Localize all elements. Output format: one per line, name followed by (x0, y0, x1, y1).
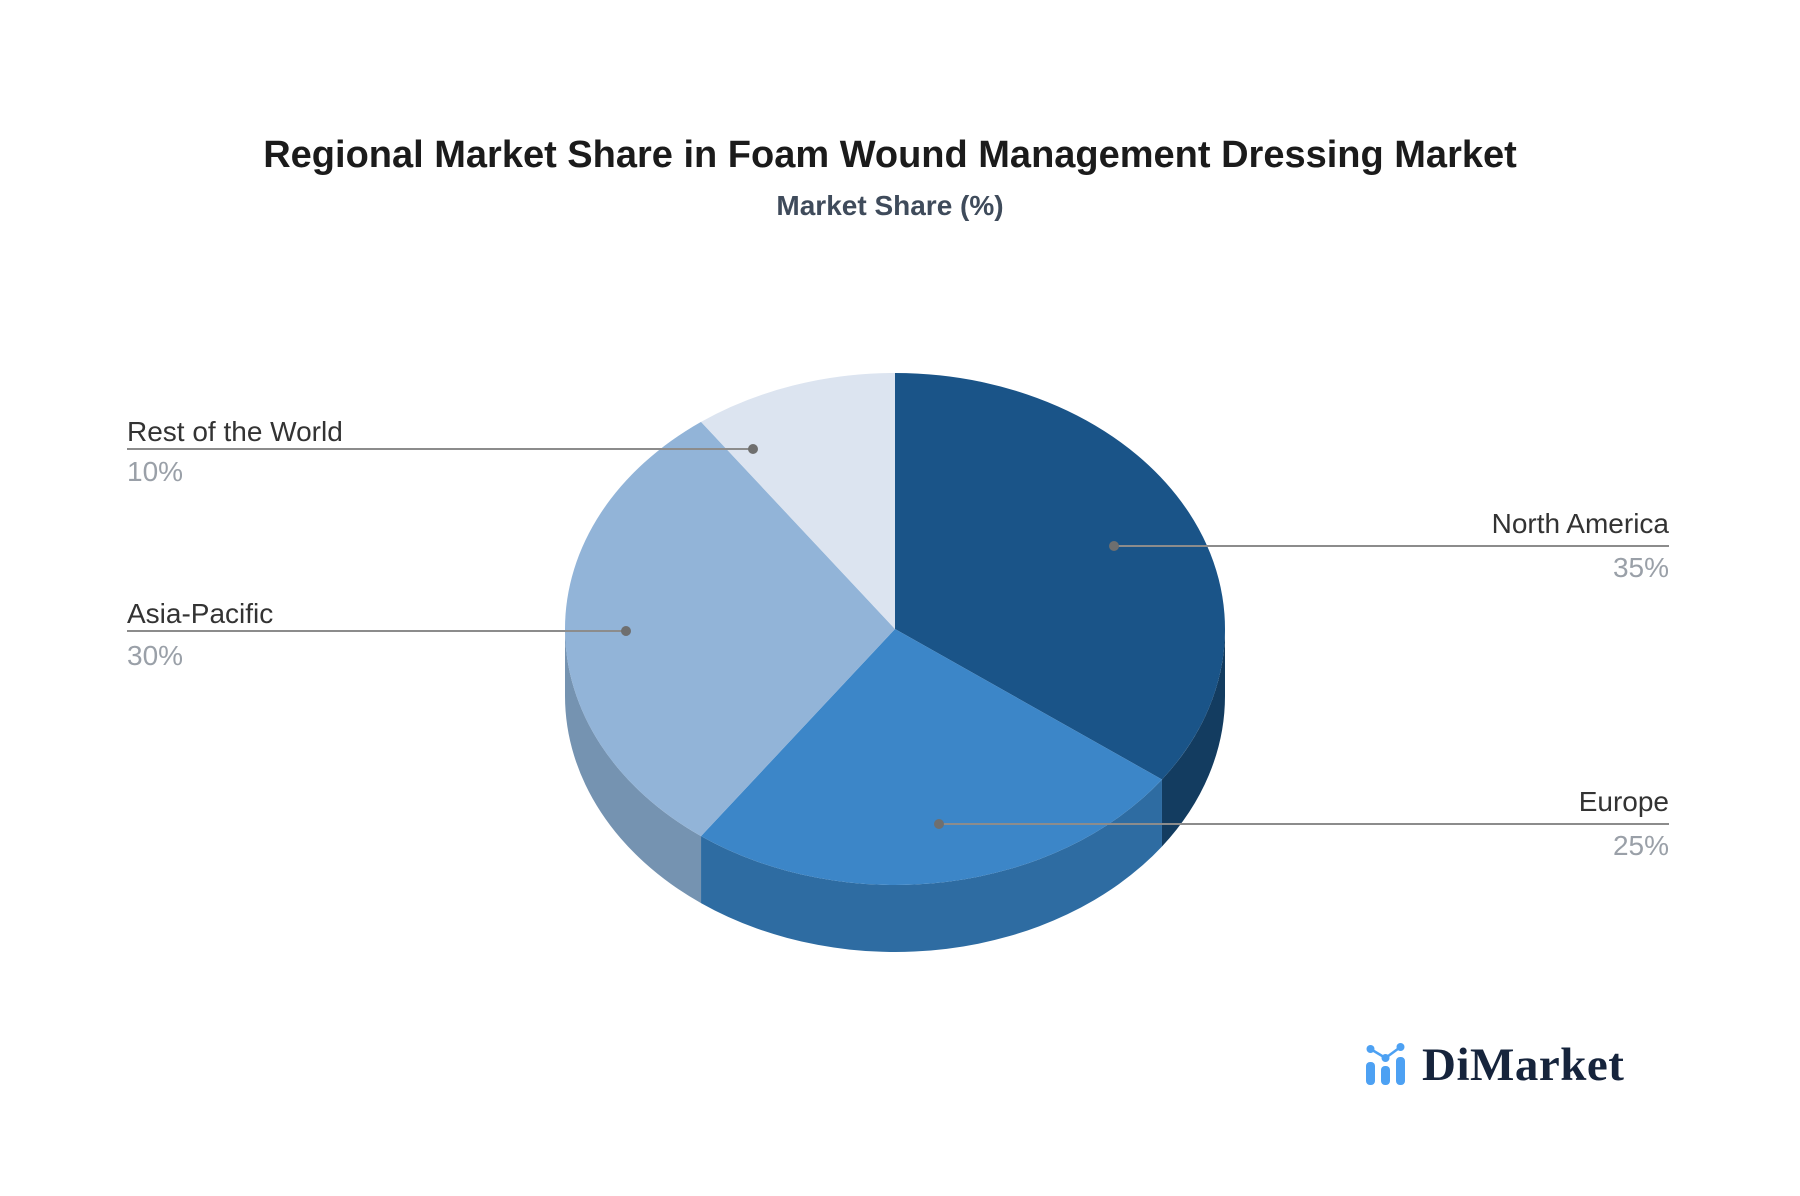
pie-slice-side-north-america (1161, 629, 1225, 847)
leader-dot-rest-of-the-world (748, 444, 758, 454)
slice-label-north-america: North America (1491, 508, 1669, 539)
chart-title: Regional Market Share in Foam Wound Mana… (263, 134, 1517, 176)
slice-value-europe: 25% (1612, 830, 1669, 861)
pie-slice-side-europe (701, 779, 1162, 953)
leader-dot-north-america (1109, 541, 1119, 551)
slice-label-europe: Europe (1578, 786, 1669, 817)
chart-subtitle: Market Share (%) (776, 190, 1004, 221)
pie-slice-north-america[interactable] (895, 373, 1226, 780)
slice-label-asia-pacific: Asia-Pacific (127, 598, 274, 629)
slice-label-rest-of-the-world: Rest of the World (127, 416, 343, 447)
brand-logo: DiMarket (1365, 1040, 1624, 1090)
bar-chart-trend-logo-icon (1366, 1043, 1405, 1085)
pie-slice-asia-pacific[interactable] (564, 421, 895, 837)
brand-name: DiMarket (1422, 1039, 1625, 1091)
slice-value-asia-pacific: 30% (127, 640, 184, 671)
pie-slice-europe[interactable] (701, 629, 1162, 886)
slice-value-rest-of-the-world: 10% (127, 456, 184, 487)
slice-value-north-america: 35% (1612, 552, 1669, 583)
leader-dot-europe (934, 819, 944, 829)
pie-slice-side-asia-pacific (565, 629, 702, 904)
pie-slice-rest-of-the-world[interactable] (701, 373, 895, 629)
leader-dot-asia-pacific (621, 626, 631, 636)
